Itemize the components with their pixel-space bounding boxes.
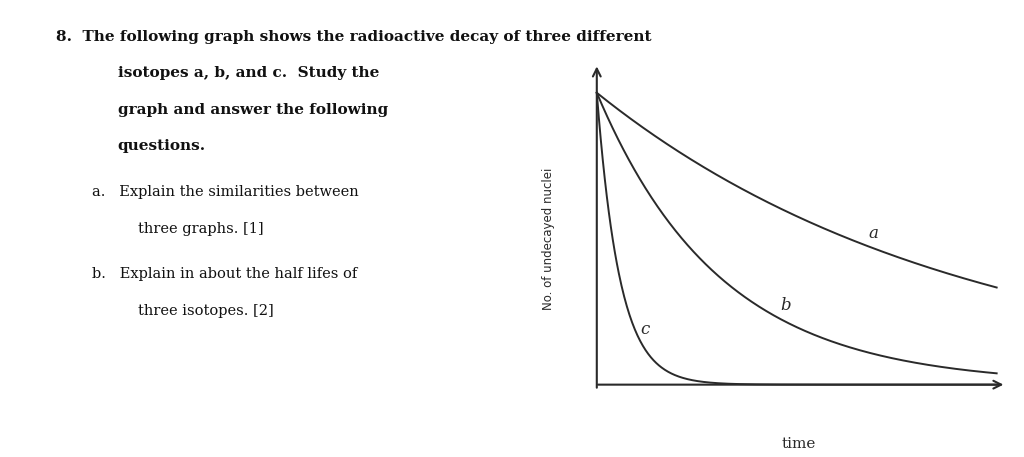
Text: No. of undecayed nuclei: No. of undecayed nuclei: [543, 168, 555, 310]
Text: three graphs. [1]: three graphs. [1]: [138, 222, 264, 236]
Text: b: b: [780, 297, 792, 314]
Text: b.   Explain in about the half lifes of: b. Explain in about the half lifes of: [92, 267, 357, 282]
Text: graph and answer the following: graph and answer the following: [118, 103, 388, 117]
Text: a.   Explain the similarities between: a. Explain the similarities between: [92, 185, 358, 199]
Text: time: time: [781, 437, 816, 451]
Text: 8.  The following graph shows the radioactive decay of three different: 8. The following graph shows the radioac…: [56, 30, 652, 44]
Text: c: c: [641, 321, 650, 338]
Text: three isotopes. [2]: three isotopes. [2]: [138, 304, 274, 318]
Text: a: a: [868, 225, 879, 242]
Text: questions.: questions.: [118, 139, 206, 154]
Text: isotopes a, b, and c.  Study the: isotopes a, b, and c. Study the: [118, 66, 379, 80]
